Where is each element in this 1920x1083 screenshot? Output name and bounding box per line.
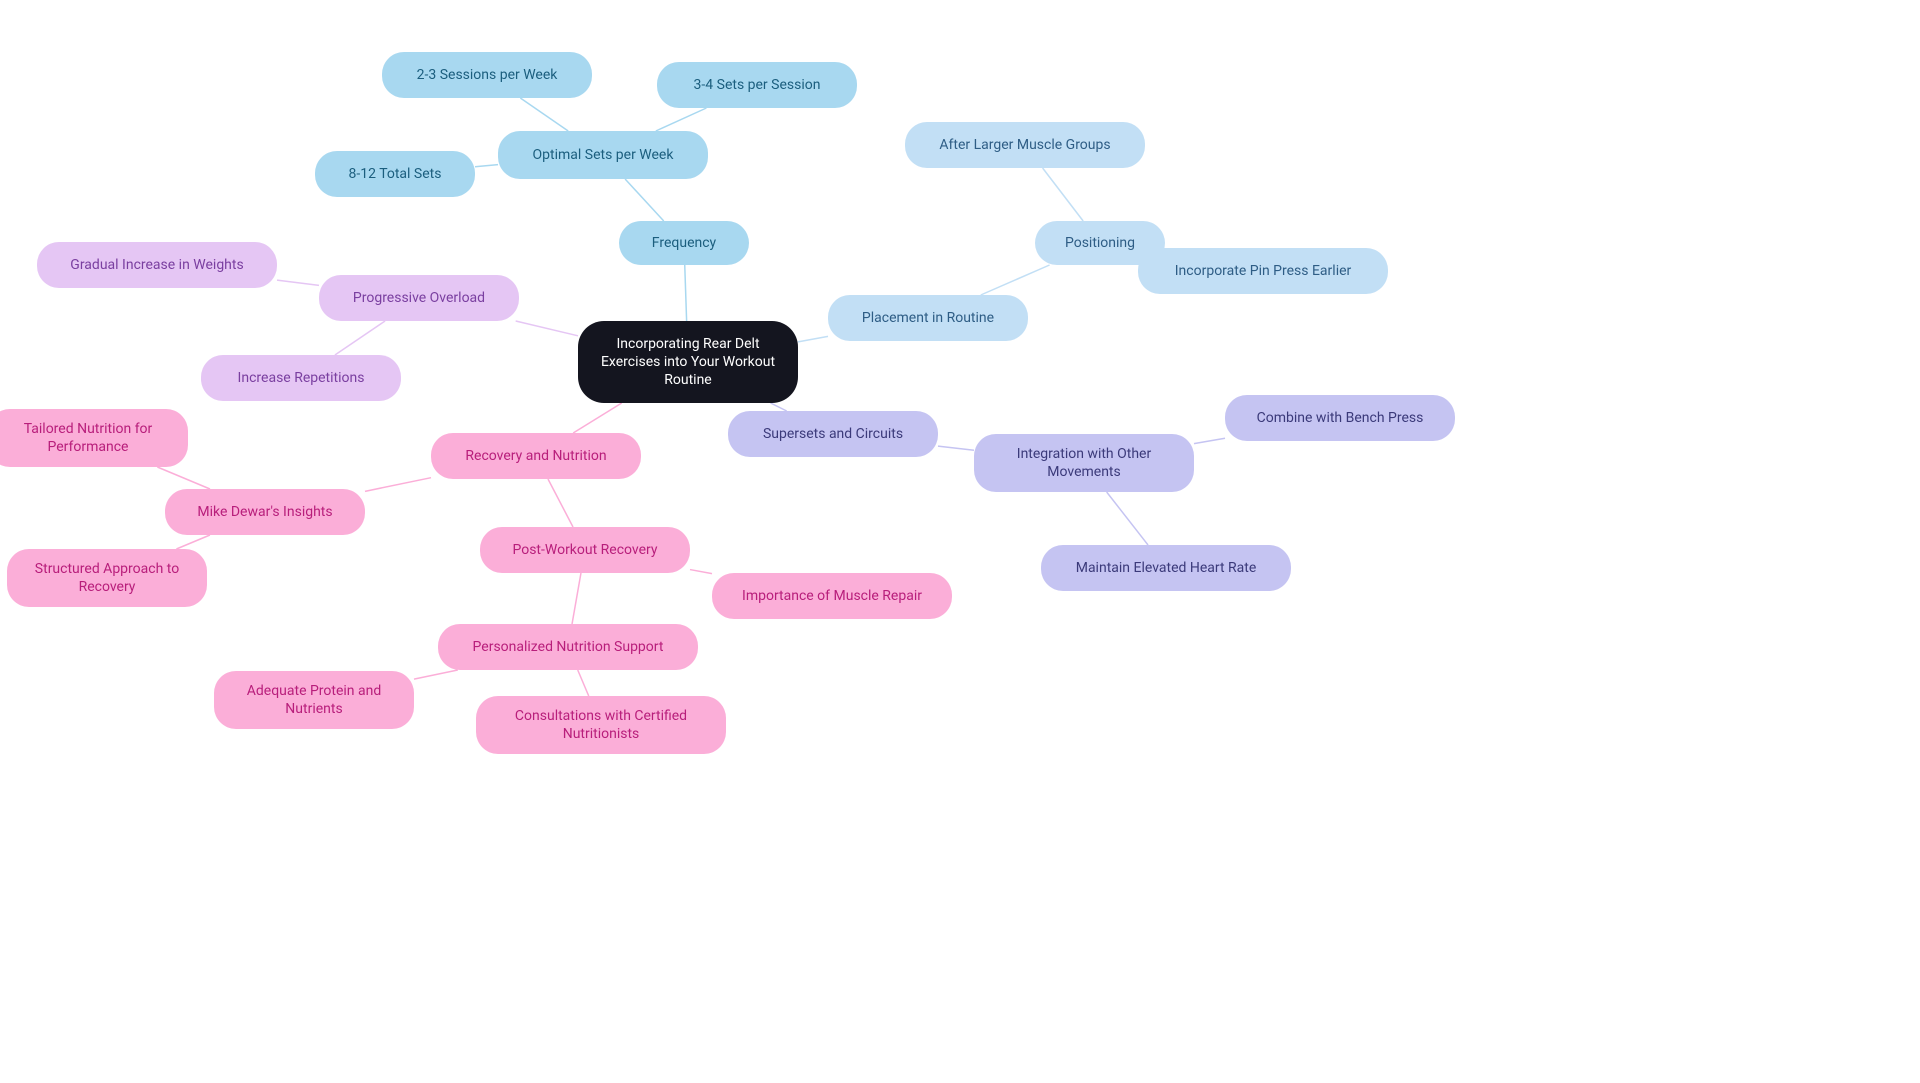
mindmap-edge (771, 403, 787, 411)
mindmap-node-frequency: Frequency (619, 221, 749, 265)
mindmap-node-setsPerSession: 3-4 Sets per Session (657, 62, 857, 108)
mindmap-edge (335, 321, 385, 355)
mindmap-node-protein: Adequate Protein and Nutrients (214, 671, 414, 729)
mindmap-edge (548, 479, 573, 527)
mindmap-node-recovery: Recovery and Nutrition (431, 433, 641, 479)
mindmap-node-label: Importance of Muscle Repair (742, 587, 922, 605)
mindmap-edge (1107, 492, 1148, 545)
mindmap-node-totalSets: 8-12 Total Sets (315, 151, 475, 197)
mindmap-node-optimalSets: Optimal Sets per Week (498, 131, 708, 179)
mindmap-edge (516, 321, 578, 336)
mindmap-edge (176, 535, 210, 549)
mindmap-edge (1194, 438, 1225, 443)
mindmap-node-placement: Placement in Routine (828, 295, 1028, 341)
mindmap-node-label: Progressive Overload (353, 289, 485, 307)
mindmap-node-label: Recovery and Nutrition (465, 447, 606, 465)
mindmap-node-postWorkout: Post-Workout Recovery (480, 527, 690, 573)
mindmap-edge (938, 446, 974, 450)
mindmap-edge (157, 467, 210, 489)
mindmap-node-label: Positioning (1065, 234, 1135, 252)
mindmap-node-reps: Increase Repetitions (201, 355, 401, 401)
mindmap-node-label: Adequate Protein and Nutrients (232, 682, 396, 718)
mindmap-node-benchPress: Combine with Bench Press (1225, 395, 1455, 441)
mindmap-node-structured: Structured Approach to Recovery (7, 549, 207, 607)
mindmap-node-progressive: Progressive Overload (319, 275, 519, 321)
mindmap-node-tailored: Tailored Nutrition for Performance (0, 409, 188, 467)
mindmap-edge (578, 670, 589, 696)
mindmap-node-label: After Larger Muscle Groups (939, 136, 1110, 154)
mindmap-edge (520, 98, 568, 131)
mindmap-edge (656, 108, 707, 131)
mindmap-node-label: Optimal Sets per Week (533, 146, 674, 164)
mindmap-node-label: Supersets and Circuits (763, 425, 903, 443)
mindmap-node-muscleRepair: Importance of Muscle Repair (712, 573, 952, 619)
mindmap-edge (573, 403, 622, 433)
mindmap-node-integration: Integration with Other Movements (974, 434, 1194, 492)
mindmap-node-label: 3-4 Sets per Session (694, 76, 821, 94)
mindmap-node-dewar: Mike Dewar's Insights (165, 489, 365, 535)
mindmap-node-label: Maintain Elevated Heart Rate (1076, 559, 1257, 577)
mindmap-edge (690, 570, 712, 574)
mindmap-node-label: Integration with Other Movements (992, 445, 1176, 481)
mindmap-node-label: Frequency (652, 234, 716, 252)
mindmap-node-label: Incorporating Rear Delt Exercises into Y… (596, 335, 780, 390)
mindmap-node-heartRate: Maintain Elevated Heart Rate (1041, 545, 1291, 591)
mindmap-node-label: Structured Approach to Recovery (25, 560, 189, 596)
mindmap-node-label: Combine with Bench Press (1257, 409, 1424, 427)
mindmap-node-label: Placement in Routine (862, 309, 994, 327)
mindmap-node-label: Increase Repetitions (238, 369, 365, 387)
mindmap-node-sessions: 2-3 Sessions per Week (382, 52, 592, 98)
mindmap-node-label: 8-12 Total Sets (349, 165, 442, 183)
mindmap-node-label: Tailored Nutrition for Performance (6, 420, 170, 456)
mindmap-node-label: 2-3 Sessions per Week (417, 66, 558, 84)
mindmap-node-gradual: Gradual Increase in Weights (37, 242, 277, 288)
mindmap-edge (981, 265, 1050, 295)
mindmap-node-label: Mike Dewar's Insights (197, 503, 332, 521)
mindmap-edge (365, 478, 431, 492)
mindmap-node-personalized: Personalized Nutrition Support (438, 624, 698, 670)
mindmap-node-root: Incorporating Rear Delt Exercises into Y… (578, 321, 798, 403)
mindmap-node-pinPress: Incorporate Pin Press Earlier (1138, 248, 1388, 294)
mindmap-node-label: Personalized Nutrition Support (473, 638, 664, 656)
mindmap-edge (685, 265, 687, 321)
mindmap-edge (414, 670, 458, 679)
mindmap-node-label: Consultations with Certified Nutritionis… (494, 707, 708, 743)
mindmap-edge (572, 573, 581, 624)
mindmap-node-label: Post-Workout Recovery (512, 541, 657, 559)
mindmap-edge (1043, 168, 1084, 221)
mindmap-node-supersets: Supersets and Circuits (728, 411, 938, 457)
mindmap-node-label: Incorporate Pin Press Earlier (1175, 262, 1352, 280)
mindmap-node-nutritionists: Consultations with Certified Nutritionis… (476, 696, 726, 754)
mindmap-edge (798, 336, 828, 342)
mindmap-edge (277, 280, 319, 285)
mindmap-edge (475, 165, 498, 167)
mindmap-edge (625, 179, 664, 221)
mindmap-node-afterLarger: After Larger Muscle Groups (905, 122, 1145, 168)
mindmap-node-label: Gradual Increase in Weights (70, 256, 243, 274)
